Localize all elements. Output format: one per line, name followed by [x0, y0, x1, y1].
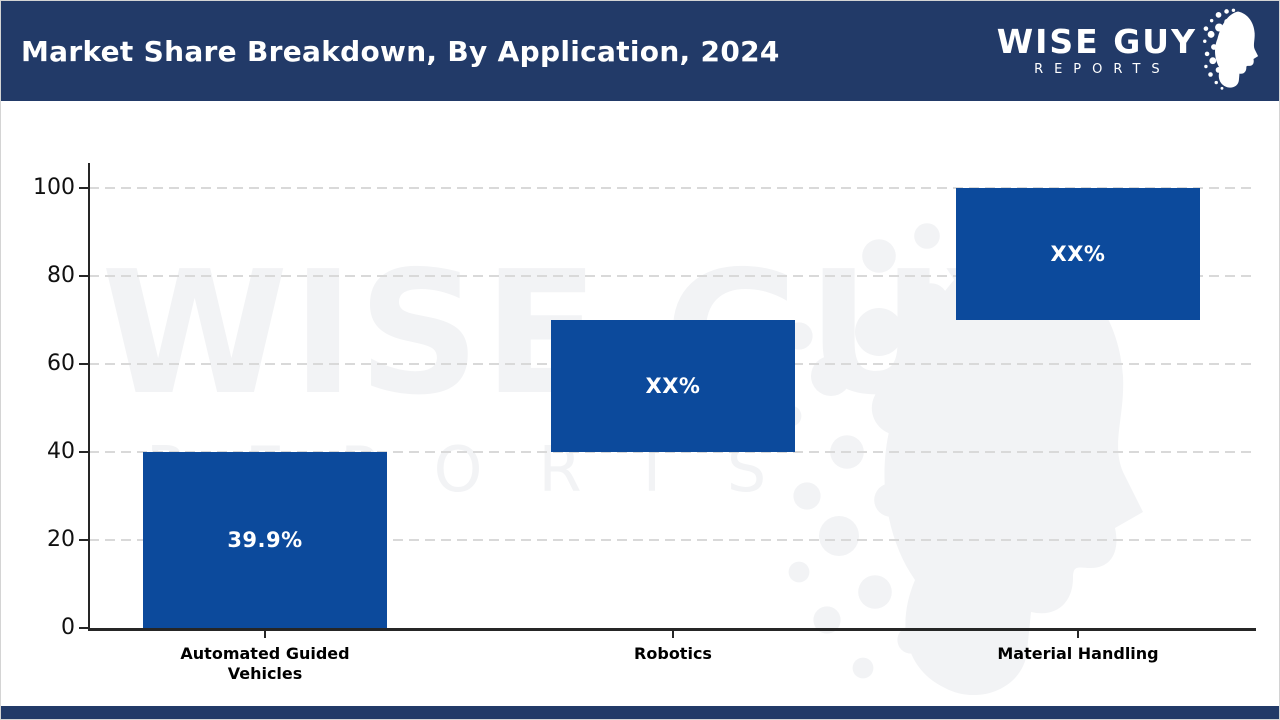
wise-guy-logo: WISE GUY REPORTS — [997, 8, 1259, 94]
y-tick-label: 40 — [47, 439, 75, 464]
gridline-40 — [89, 451, 1256, 453]
x-category-label: Material Handling — [997, 644, 1159, 663]
y-tick-label: 20 — [47, 527, 75, 552]
gridline-20 — [89, 539, 1256, 541]
y-tick-mark — [79, 539, 88, 541]
x-axis-line — [88, 628, 1256, 631]
x-category-label: Robotics — [634, 644, 712, 663]
logo-text: WISE GUY REPORTS — [996, 21, 1197, 77]
logo-wordmark: WISE GUY — [996, 21, 1197, 61]
y-tick-label: 100 — [33, 175, 75, 200]
y-tick-mark — [79, 363, 88, 365]
bar-robotics: XX% — [551, 320, 795, 452]
y-tick-mark — [79, 275, 88, 277]
y-tick-mark — [79, 627, 88, 629]
y-tick-label: 0 — [61, 615, 75, 640]
footer-bar — [1, 706, 1279, 719]
logo-subtitle: REPORTS — [1034, 62, 1171, 78]
y-axis-line — [88, 163, 90, 630]
gridline-100 — [89, 187, 1256, 189]
x-tick-mark — [672, 631, 674, 638]
x-tick-mark — [1077, 631, 1079, 638]
x-category-label: Automated Guided Vehicles — [180, 644, 350, 683]
bar-automated-guided-vehicles: 39.9% — [143, 452, 387, 628]
y-tick-label: 60 — [47, 351, 75, 376]
y-tick-mark — [79, 187, 88, 189]
bar-value-label: XX% — [1050, 242, 1106, 266]
chart-area: WISE GUY REPORTS 0 20 40 60 80 100 39.9% XX% XX… — [1, 101, 1279, 708]
header-bar: Market Share Breakdown, By Application, … — [1, 1, 1279, 101]
face-logo-icon — [1203, 8, 1259, 90]
page-title: Market Share Breakdown, By Application, … — [21, 34, 780, 68]
bar-value-label: 39.9% — [227, 528, 303, 552]
x-tick-mark — [264, 631, 266, 638]
y-tick-mark — [79, 451, 88, 453]
bar-value-label: XX% — [645, 374, 701, 398]
bar-material-handling: XX% — [956, 188, 1200, 320]
gridline-80 — [89, 275, 1256, 277]
y-tick-label: 80 — [47, 263, 75, 288]
